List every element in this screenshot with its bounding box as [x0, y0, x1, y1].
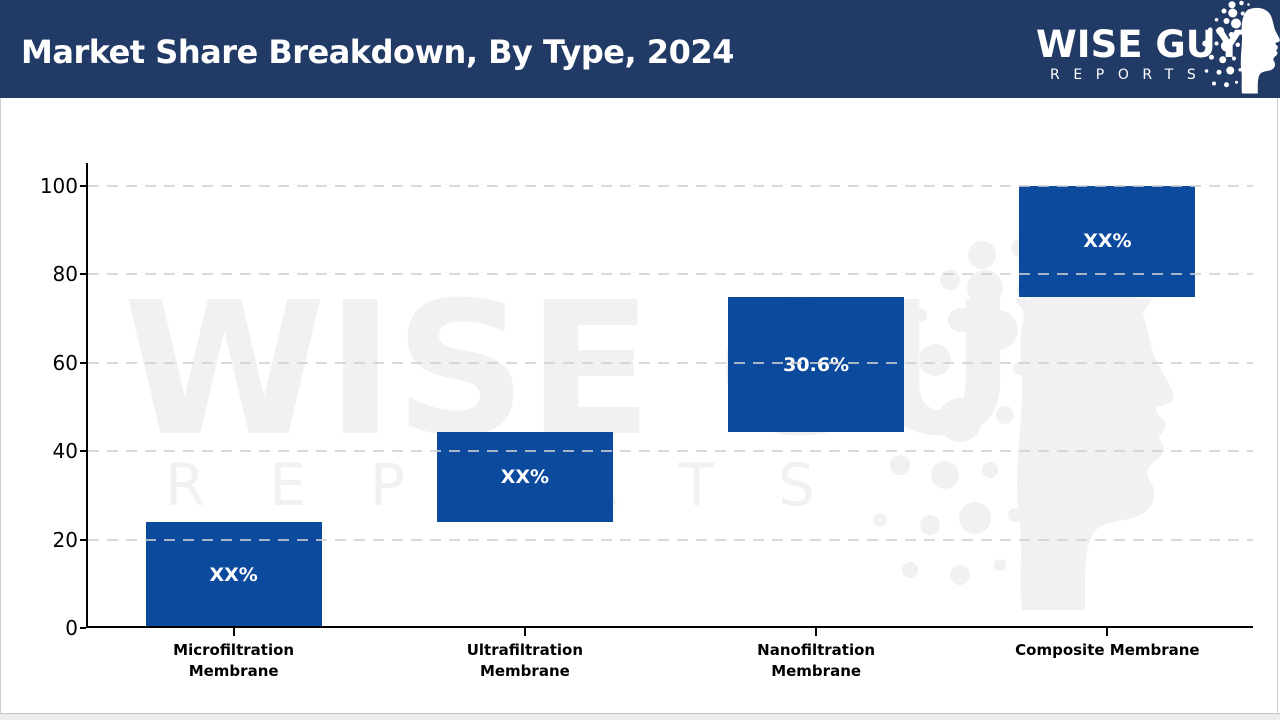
- y-tick-0: [80, 627, 86, 629]
- gridline-60: [88, 361, 1253, 364]
- x-tick-label: Nanofiltration Membrane: [757, 641, 876, 680]
- x-tick-label: Ultrafiltration Membrane: [466, 641, 583, 680]
- chart-area: WISE GUY REPORTS 020406080100XX%Microfil…: [0, 98, 1280, 713]
- x-tick: [523, 628, 526, 636]
- page-footer-strip: [0, 714, 1280, 720]
- bar-value-label: XX%: [500, 466, 550, 489]
- y-tick-20: [80, 538, 86, 541]
- x-tick-label: Composite Membrane: [1015, 641, 1200, 659]
- y-tick-60: [80, 361, 86, 364]
- x-tick-label: Microfiltration Membrane: [173, 641, 295, 680]
- y-tick-label-60: 60: [52, 350, 78, 375]
- bar-value-label: XX%: [209, 563, 258, 586]
- page-border-bottom: [0, 713, 1280, 714]
- y-tick-100: [80, 185, 86, 187]
- y-tick-label-20: 20: [52, 527, 78, 552]
- y-tick-label-40: 40: [52, 439, 78, 464]
- logo-tagline-text: REPORTS: [1050, 67, 1209, 83]
- x-tick: [815, 628, 818, 636]
- page-border-right: [1277, 98, 1278, 714]
- logo-wordmark-text: WISE GUY: [1036, 23, 1244, 66]
- x-tick: [232, 628, 235, 636]
- bar-segment: XX%: [1019, 186, 1196, 297]
- page-title: Market Share Breakdown, By Type, 2024: [21, 33, 734, 71]
- x-tick: [1106, 628, 1109, 636]
- gridline-100: [88, 185, 1253, 187]
- gridline-80: [88, 273, 1253, 276]
- brand-logo: WISE GUY REPORTS: [1036, 0, 1280, 94]
- bar-segment: 30.6%: [728, 296, 905, 433]
- app-header: Market Share Breakdown, By Type, 2024 WI…: [0, 0, 1280, 98]
- gridline-20: [88, 538, 1253, 541]
- y-tick-80: [80, 273, 86, 276]
- y-tick-label-80: 80: [52, 262, 78, 287]
- y-tick-40: [80, 450, 86, 453]
- x-axis-line: [86, 626, 1253, 628]
- y-tick-label-0: 0: [65, 616, 78, 640]
- bar-value-label: 30.6%: [783, 353, 850, 376]
- y-axis-line: [86, 163, 88, 628]
- gridline-40: [88, 450, 1253, 453]
- bar-value-label: XX%: [1083, 230, 1132, 253]
- y-tick-label-100: 100: [39, 174, 78, 198]
- bar-segment: XX%: [436, 432, 613, 522]
- page-border-left: [0, 98, 1, 714]
